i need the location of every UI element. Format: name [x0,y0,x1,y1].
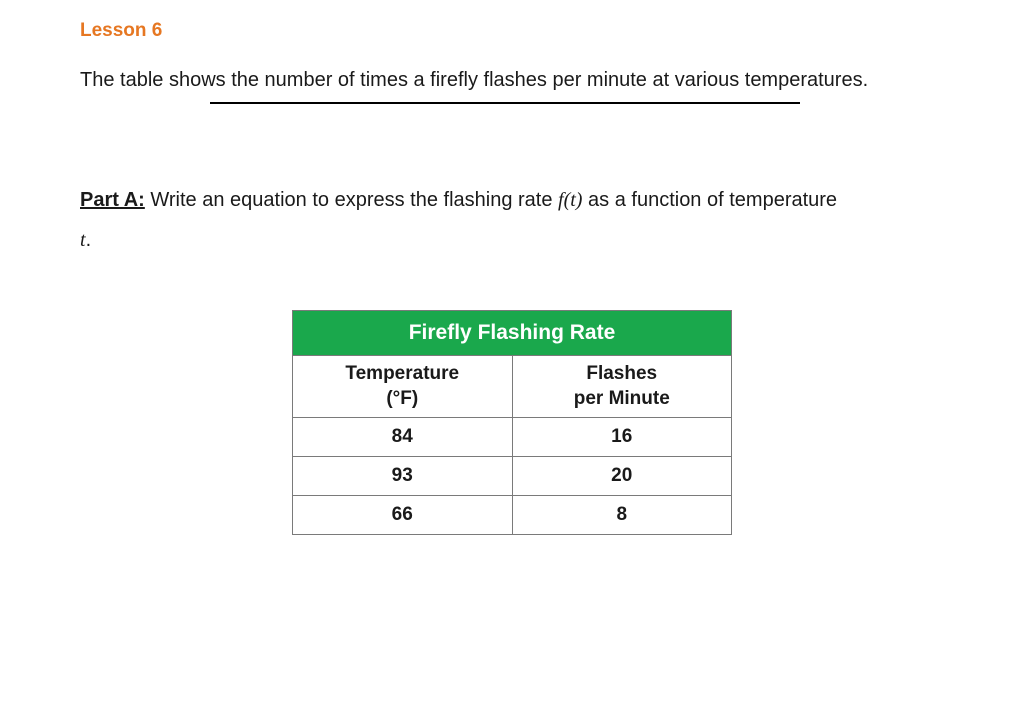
page-content: Lesson 6 The table shows the number of t… [0,0,1024,535]
table-cell: 93 [293,457,513,496]
table-cell: 8 [512,496,732,535]
part-a-period: . [86,229,92,251]
table-cell: 20 [512,457,732,496]
col-header-line1: Temperature [345,363,459,384]
lesson-heading: Lesson 6 [80,20,944,42]
part-a-text-1: Write an equation to express the flashin… [145,189,558,211]
underline-rule [210,102,800,104]
table-cell: 84 [293,418,513,457]
part-a-label: Part A: [80,189,145,211]
table-row: 84 16 [293,418,732,457]
table-col-header: Temperature (°F) [293,356,513,418]
table-col-header: Flashes per Minute [512,356,732,418]
math-f-of-t: f(t) [558,189,582,211]
intro-paragraph: The table shows the number of times a fi… [80,69,868,91]
table-container: Firefly Flashing Rate Temperature (°F) F… [80,310,944,535]
table-header-row: Temperature (°F) Flashes per Minute [293,356,732,418]
table-row: 93 20 [293,457,732,496]
table-title-row: Firefly Flashing Rate [293,311,732,356]
part-a-block: Part A: Write an equation to express the… [80,180,944,260]
table-cell: 66 [293,496,513,535]
intro-text: The table shows the number of times a fi… [80,60,944,100]
col-header-line2: per Minute [574,388,670,409]
table-cell: 16 [512,418,732,457]
firefly-table: Firefly Flashing Rate Temperature (°F) F… [292,310,732,535]
col-header-line2: (°F) [386,388,418,409]
table-title: Firefly Flashing Rate [293,311,732,356]
col-header-line1: Flashes [586,363,657,384]
part-a-text-2: as a function of temperature [582,189,837,211]
table-row: 66 8 [293,496,732,535]
